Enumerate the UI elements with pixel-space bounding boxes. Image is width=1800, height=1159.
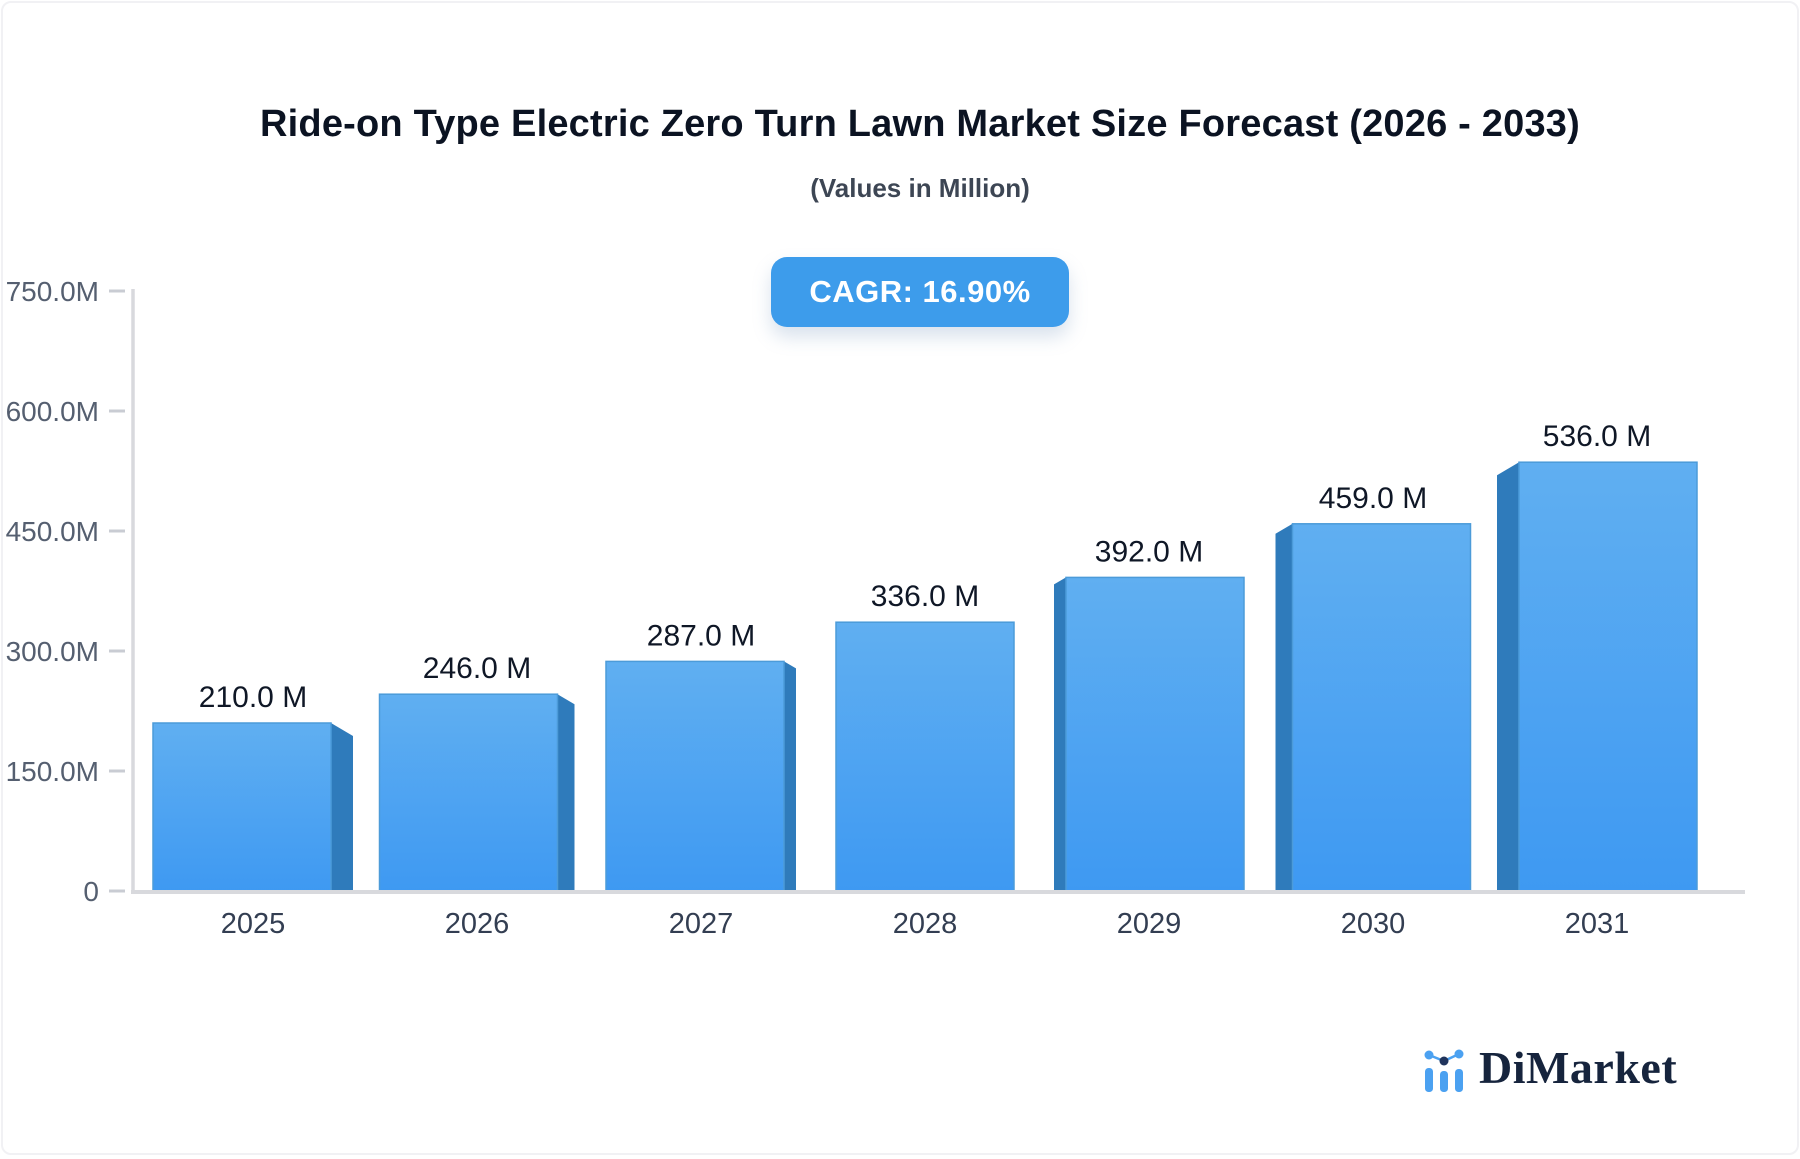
y-tick-label: 450.0M [6, 516, 99, 547]
bar-side-face [1276, 524, 1293, 892]
y-tick-label: 150.0M [6, 756, 99, 787]
bar-face [606, 661, 784, 892]
bar-group-2030[interactable]: 459.0 M 2030 [1276, 482, 1471, 940]
bar-side-face [331, 723, 353, 892]
y-tick-label: 750.0M [6, 276, 99, 307]
x-axis-label: 2027 [669, 908, 734, 940]
bar-chart: 750.0M 600.0M 450.0M 300.0M 150.0M 0 210.0 M 20… [3, 3, 1800, 1159]
bar-value-label: 392.0 M [1095, 535, 1203, 568]
y-tick-label: 300.0M [6, 636, 99, 667]
bar-value-label: 336.0 M [871, 580, 979, 613]
bar-value-label: 287.0 M [647, 619, 755, 652]
bar-value-label: 210.0 M [199, 681, 307, 714]
bar-value-label: 246.0 M [423, 652, 531, 685]
bar-group-2029[interactable]: 392.0 M 2029 [1054, 535, 1244, 940]
bar-value-label: 459.0 M [1319, 482, 1427, 515]
bar-side-face [784, 661, 796, 892]
x-axis-label: 2030 [1341, 908, 1406, 940]
x-axis-label: 2031 [1565, 908, 1630, 940]
bar-side-face [1497, 462, 1519, 892]
brand-logo: DiMarket [1423, 1041, 1677, 1094]
bar-group-2028[interactable]: 336.0 M 2028 [836, 580, 1014, 940]
bar-group-2026[interactable]: 246.0 M 2026 [380, 652, 575, 940]
x-axis-label: 2028 [893, 908, 958, 940]
bar-face [836, 622, 1014, 892]
brand-name: DiMarket [1479, 1041, 1677, 1094]
bar-face [1293, 524, 1471, 892]
y-tick-label: 0 [83, 876, 99, 907]
bar-face [380, 694, 558, 892]
bar-value-label: 536.0 M [1543, 420, 1651, 453]
bar-face [153, 723, 331, 892]
bar-face [1519, 462, 1697, 892]
bar-chart-trend-icon [1423, 1042, 1465, 1094]
bar-group-2025[interactable]: 210.0 M 2025 [153, 681, 353, 940]
bar-face [1066, 577, 1244, 892]
y-tick-label: 600.0M [6, 396, 99, 427]
bar-group-2031[interactable]: 536.0 M 2031 [1497, 420, 1697, 940]
x-axis-label: 2025 [221, 908, 286, 940]
bar-side-face [558, 694, 575, 892]
x-axis-label: 2029 [1117, 908, 1182, 940]
bar-side-face [1054, 577, 1066, 892]
x-axis-label: 2026 [445, 908, 510, 940]
